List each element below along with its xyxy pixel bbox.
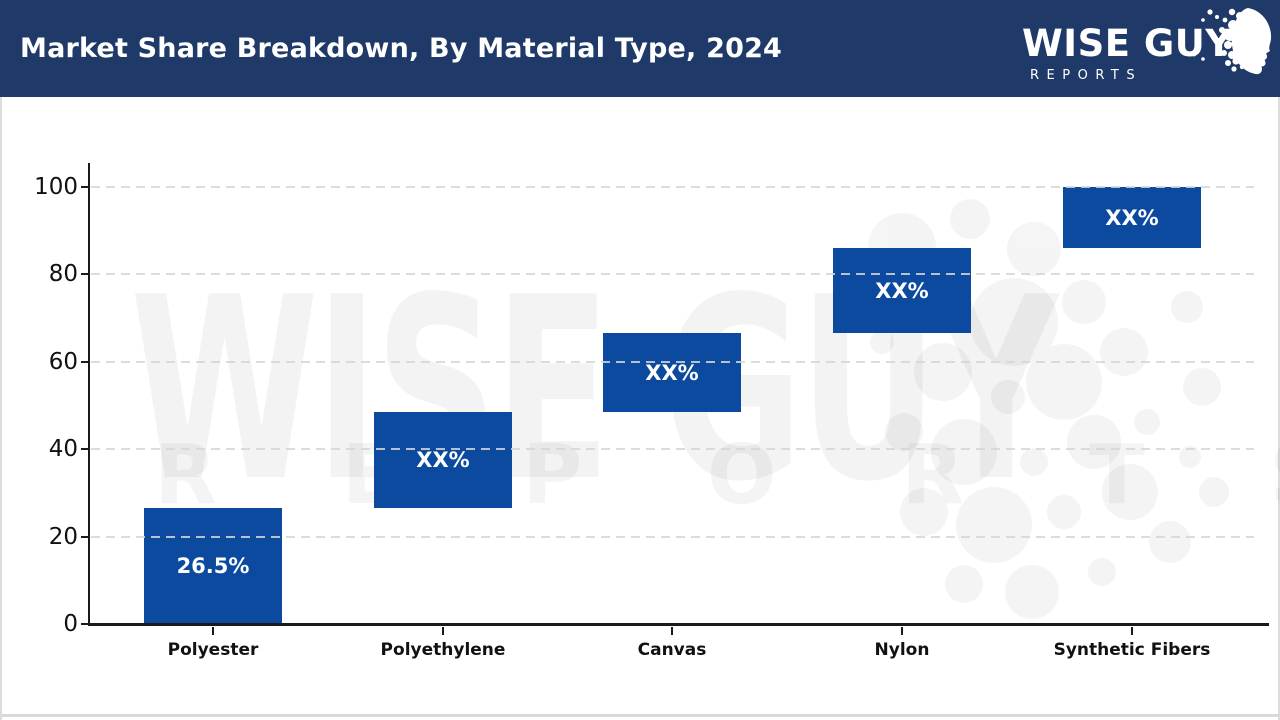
wiseguy-logo: WISE GUY REPORTS: [1022, 8, 1272, 83]
bar-value-label: XX%: [875, 278, 929, 303]
x-tick-mark: [442, 627, 444, 635]
x-axis-spine: [88, 623, 1269, 626]
bar-value-label: XX%: [645, 360, 699, 385]
bar-value-label: XX%: [1105, 205, 1159, 230]
bar-nylon: [833, 248, 971, 334]
watermark-subtext: R E P O R T S: [154, 435, 1280, 517]
y-axis-spine: [88, 163, 90, 626]
y-tick-label: 100: [34, 174, 78, 200]
chart-area: WISE GUY R E P O R T S 02040608010026.5%…: [0, 97, 1280, 720]
y-tick-mark: [81, 535, 89, 538]
report-header: Market Share Breakdown, By Material Type…: [0, 0, 1280, 97]
bar-synthetic-fibers: [1063, 187, 1201, 249]
gridline: [91, 360, 1254, 363]
gridline: [91, 273, 1254, 276]
y-tick-mark: [81, 448, 89, 451]
y-tick-mark: [81, 273, 89, 276]
logo-wordmark: WISE GUY: [1022, 22, 1233, 65]
x-category-label: Nylon: [874, 640, 930, 660]
logo-head-icon: [1191, 8, 1272, 75]
x-tick-mark: [1131, 627, 1133, 635]
bar-value-label: 26.5%: [176, 554, 250, 579]
x-tick-mark: [671, 627, 673, 635]
gridline: [91, 535, 1254, 538]
y-tick-label: 0: [63, 611, 78, 637]
x-category-label: Polyethylene: [380, 640, 506, 660]
bottom-divider: [2, 714, 1280, 717]
y-tick-label: 40: [48, 436, 78, 463]
logo-subtext: REPORTS: [1030, 68, 1142, 83]
bar-canvas: [603, 333, 741, 413]
x-category-label: Canvas: [637, 640, 707, 660]
gridline: [91, 186, 1254, 188]
bar-polyethylene: [374, 412, 512, 509]
y-tick-label: 60: [48, 348, 78, 375]
y-tick-mark: [81, 623, 89, 625]
y-tick-mark: [81, 186, 89, 188]
bar-polyester: [144, 508, 282, 624]
watermark-dots-head: [868, 199, 1229, 619]
x-tick-mark: [901, 627, 903, 635]
x-tick-mark: [212, 627, 214, 635]
bar-value-label: XX%: [416, 448, 470, 473]
x-category-label: Synthetic Fibers: [1053, 640, 1211, 660]
x-category-label: Polyester: [167, 640, 259, 660]
report-title: Market Share Breakdown, By Material Type…: [20, 33, 783, 64]
gridline: [91, 448, 1254, 451]
y-tick-label: 80: [48, 261, 78, 288]
y-tick-mark: [81, 360, 89, 363]
y-tick-label: 20: [48, 523, 78, 550]
